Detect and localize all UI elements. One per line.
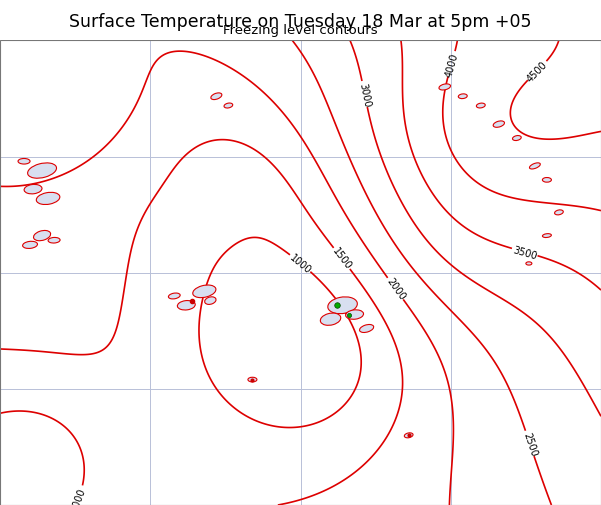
Ellipse shape (24, 185, 42, 194)
Ellipse shape (328, 297, 358, 314)
Ellipse shape (493, 122, 504, 128)
Ellipse shape (526, 262, 532, 266)
Ellipse shape (248, 378, 257, 382)
Text: 1000: 1000 (70, 485, 87, 505)
Ellipse shape (439, 85, 451, 91)
Ellipse shape (168, 293, 180, 299)
Text: 2500: 2500 (521, 430, 538, 457)
Text: 3500: 3500 (511, 244, 538, 261)
Ellipse shape (34, 231, 50, 241)
Ellipse shape (404, 433, 413, 438)
Ellipse shape (193, 285, 216, 298)
Text: 4500: 4500 (525, 59, 549, 84)
Ellipse shape (459, 94, 467, 99)
Text: 1500: 1500 (331, 246, 353, 272)
Ellipse shape (18, 159, 30, 165)
Ellipse shape (346, 310, 364, 320)
Ellipse shape (224, 104, 233, 109)
Ellipse shape (211, 94, 222, 100)
Text: Surface Temperature on Tuesday 18 Mar at 5pm +05: Surface Temperature on Tuesday 18 Mar at… (69, 13, 532, 31)
Ellipse shape (543, 234, 551, 238)
Ellipse shape (28, 164, 56, 179)
Ellipse shape (205, 297, 216, 305)
Ellipse shape (23, 242, 37, 249)
Text: 1000: 1000 (288, 252, 313, 275)
Text: Freezing level contours: Freezing level contours (223, 24, 378, 37)
Ellipse shape (529, 164, 540, 170)
Ellipse shape (36, 193, 60, 205)
Ellipse shape (320, 314, 341, 326)
Ellipse shape (513, 136, 521, 141)
Ellipse shape (555, 211, 563, 216)
Ellipse shape (477, 104, 485, 109)
Ellipse shape (359, 325, 374, 333)
Ellipse shape (48, 238, 60, 243)
Ellipse shape (177, 301, 195, 311)
Ellipse shape (542, 178, 552, 183)
Text: 4000: 4000 (444, 52, 460, 78)
Text: 3000: 3000 (357, 82, 372, 108)
Text: 2000: 2000 (384, 276, 407, 302)
